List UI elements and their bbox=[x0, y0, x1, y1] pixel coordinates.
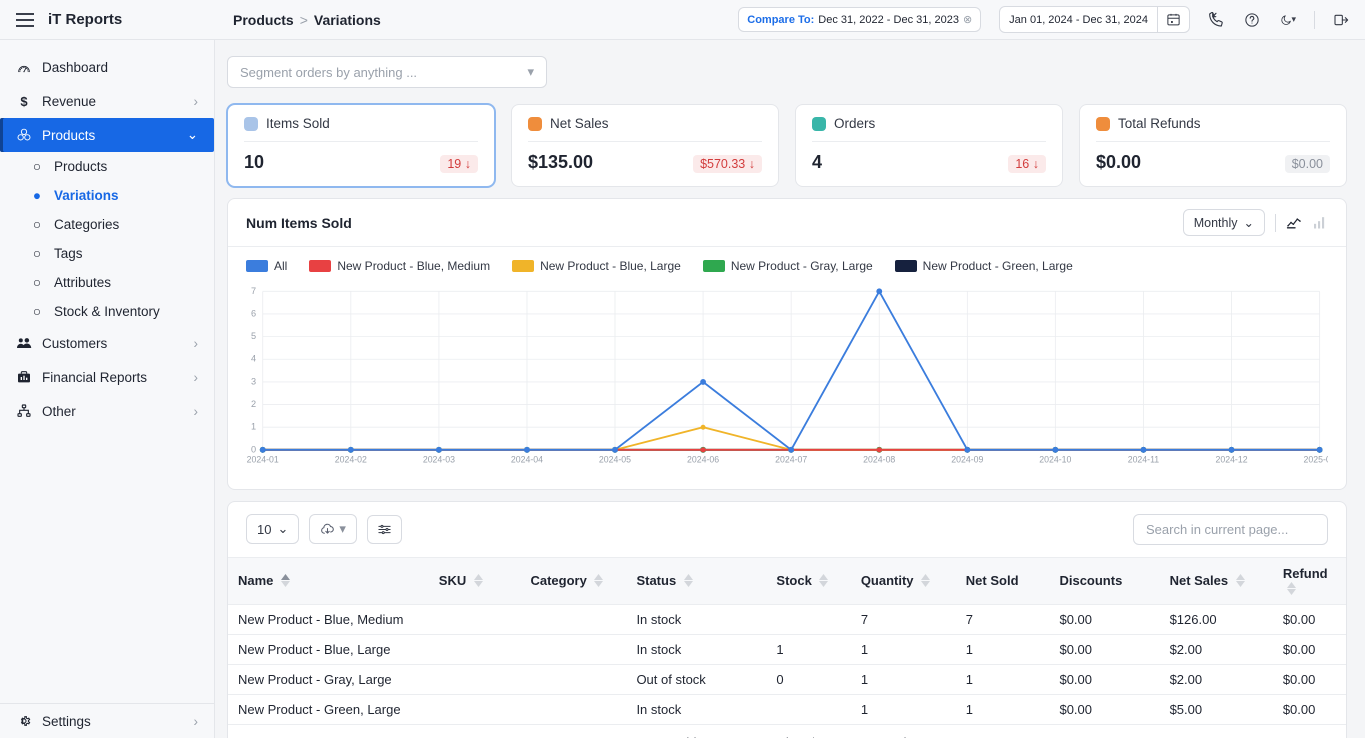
svg-text:2024-04: 2024-04 bbox=[511, 454, 543, 464]
svg-text:2024-08: 2024-08 bbox=[863, 454, 895, 464]
svg-text:3: 3 bbox=[251, 376, 256, 386]
svg-text:2: 2 bbox=[251, 399, 256, 409]
svg-text:2024-01: 2024-01 bbox=[247, 454, 279, 464]
svg-text:2024-11: 2024-11 bbox=[1128, 454, 1160, 464]
svg-text:2024-06: 2024-06 bbox=[687, 454, 719, 464]
svg-text:2024-09: 2024-09 bbox=[951, 454, 983, 464]
svg-text:2024-03: 2024-03 bbox=[423, 454, 455, 464]
svg-text:2024-07: 2024-07 bbox=[775, 454, 807, 464]
svg-text:2025-01: 2025-01 bbox=[1304, 454, 1328, 464]
svg-text:2024-05: 2024-05 bbox=[599, 454, 631, 464]
svg-text:2024-12: 2024-12 bbox=[1215, 454, 1247, 464]
svg-text:2024-02: 2024-02 bbox=[335, 454, 367, 464]
svg-text:7: 7 bbox=[251, 286, 256, 296]
svg-text:5: 5 bbox=[251, 331, 256, 341]
svg-text:2024-10: 2024-10 bbox=[1039, 454, 1071, 464]
svg-text:1: 1 bbox=[251, 422, 256, 432]
svg-text:6: 6 bbox=[251, 308, 256, 318]
svg-text:4: 4 bbox=[251, 354, 256, 364]
svg-text:0: 0 bbox=[251, 444, 256, 454]
